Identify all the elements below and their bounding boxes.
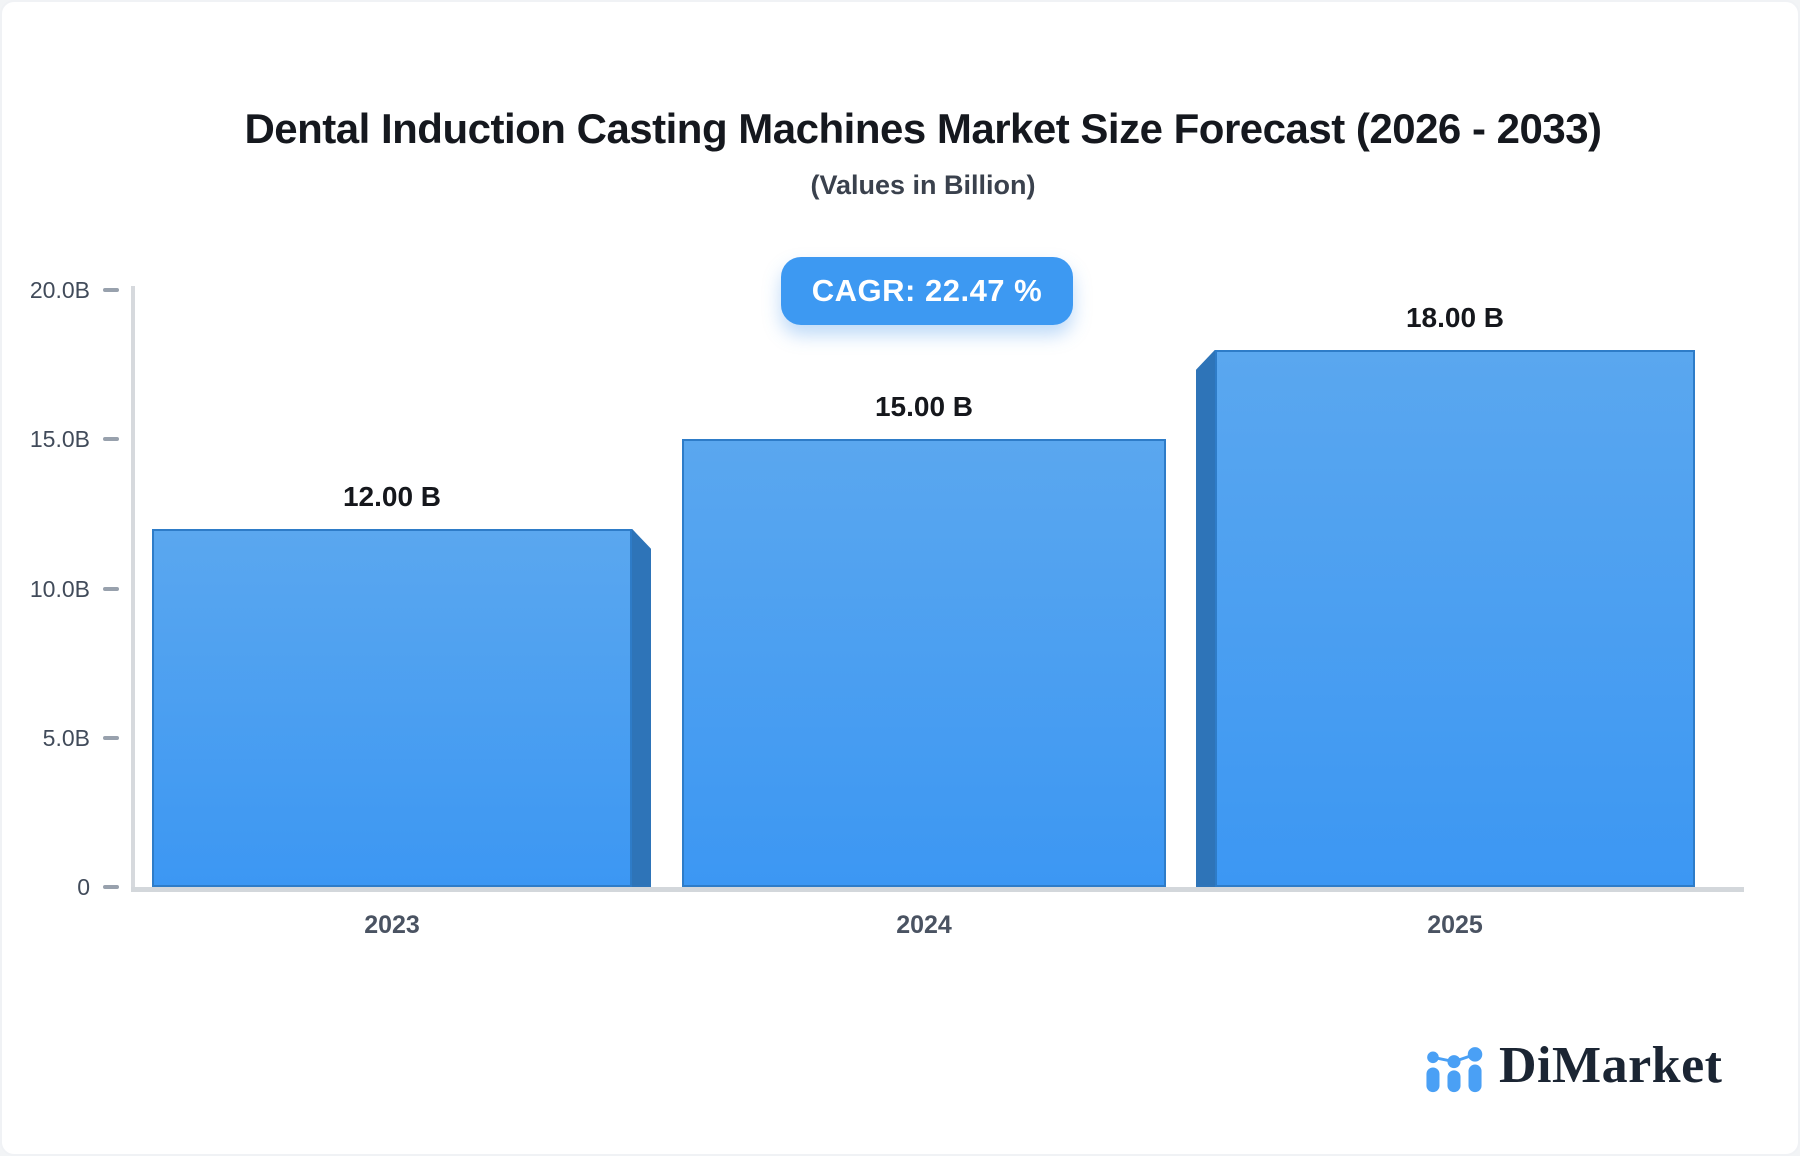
y-axis-tick xyxy=(103,586,119,591)
y-axis-tick-label: 10.0B xyxy=(29,575,90,602)
y-axis-tick-label: 5.0B xyxy=(42,724,90,751)
bar-2024[interactable] xyxy=(682,439,1166,887)
y-axis-tick xyxy=(103,885,119,889)
bar-value-label: 12.00 B xyxy=(342,480,442,512)
chart-subtitle: (Values in Billion) xyxy=(810,170,1036,200)
logo-text: DiMarket xyxy=(1499,1037,1723,1094)
bar-2023[interactable] xyxy=(152,528,632,887)
y-axis-tick xyxy=(103,437,119,442)
bar-value-label: 18.00 B xyxy=(1405,301,1505,333)
cagr-badge: CAGR: 22.47 % xyxy=(781,257,1073,325)
bar-value-label: 15.00 B xyxy=(874,391,974,423)
bar-3d-side xyxy=(632,528,651,887)
dimarket-logo: DiMarket xyxy=(1422,1036,1722,1095)
y-axis-tick-label: 20.0B xyxy=(29,277,90,303)
y-axis-tick xyxy=(103,288,119,292)
y-axis-tick-label: 0 xyxy=(77,874,90,900)
y-axis-line xyxy=(131,286,135,892)
y-axis-tick-label: 15.0B xyxy=(29,426,90,453)
x-axis-label-2023: 2023 xyxy=(364,911,420,939)
x-axis-line xyxy=(131,887,1744,892)
x-axis-label-2024: 2024 xyxy=(896,911,952,939)
y-axis-tick xyxy=(103,735,119,740)
mini-bar-chart-icon xyxy=(1422,1037,1486,1095)
x-axis-label-2025: 2025 xyxy=(1427,911,1483,939)
bar-2025[interactable] xyxy=(1215,349,1695,887)
chart-title: Dental Induction Casting Machines Market… xyxy=(244,105,1602,152)
bar-3d-side xyxy=(1196,349,1215,887)
